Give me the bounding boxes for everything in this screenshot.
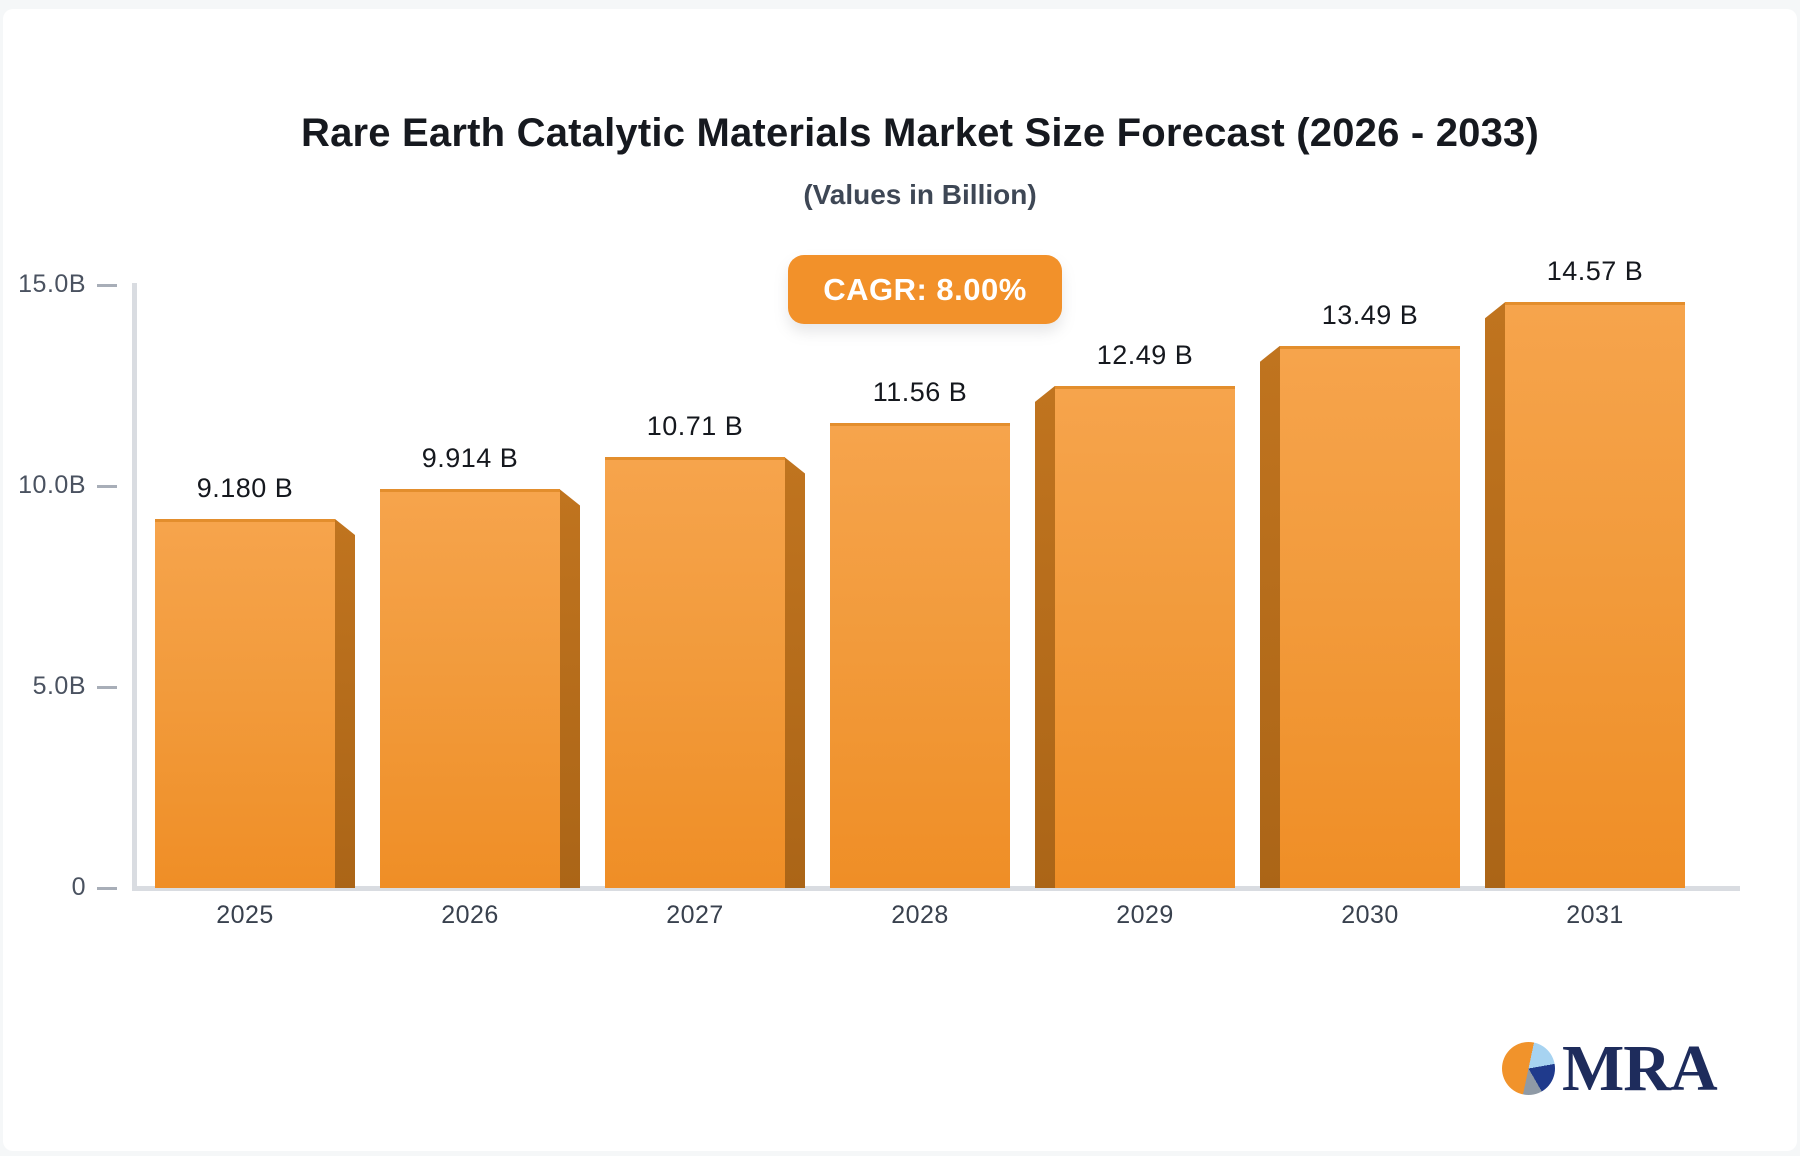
x-axis-label-2029: 2029: [1116, 901, 1174, 929]
bar-side-face: [1035, 385, 1055, 888]
bar-2029: [1055, 385, 1235, 888]
pie-chart-icon: [1502, 1041, 1555, 1095]
bar-side-face: [1485, 302, 1505, 888]
brand-logo: MRA: [1502, 1031, 1718, 1105]
chart-title: Rare Earth Catalytic Materials Market Si…: [300, 111, 1540, 155]
x-axis-label-2030: 2030: [1341, 901, 1399, 929]
bar-value-label: 11.56 B: [872, 377, 968, 408]
y-axis-label: 0: [71, 873, 86, 901]
x-axis-label-2027: 2027: [666, 901, 724, 929]
bar-2028: [830, 423, 1010, 888]
x-axis-label-2025: 2025: [216, 901, 274, 929]
bar-2025: [155, 518, 335, 888]
bar-value-label: 12.49 B: [1096, 339, 1194, 370]
y-axis-tick: [97, 484, 117, 488]
chart-subtitle: (Values in Billion): [803, 179, 1037, 210]
bar-value-label: 13.49 B: [1321, 299, 1419, 330]
y-axis-label: 10.0B: [18, 471, 86, 499]
y-axis-tick: [97, 685, 117, 689]
bar-value-label: 9.914 B: [421, 443, 519, 474]
bar-2030: [1280, 345, 1460, 888]
cagr-badge: CAGR: 8.00%: [788, 255, 1062, 324]
bar-2026: [380, 489, 560, 888]
bar-side-face: [560, 489, 580, 888]
bar-side-face: [335, 518, 355, 888]
x-axis-label-2026: 2026: [441, 901, 499, 929]
brand-logo-text: MRA: [1562, 1031, 1718, 1105]
x-axis-label-2028: 2028: [891, 901, 949, 929]
x-axis-label-2031: 2031: [1566, 901, 1624, 929]
y-axis-line: [132, 283, 137, 890]
bar-2027: [605, 457, 785, 888]
bar-side-face: [1260, 345, 1280, 888]
y-axis-tick: [97, 283, 117, 287]
y-axis-label: 5.0B: [32, 672, 86, 700]
bar-value-label: 10.71 B: [646, 411, 744, 442]
cagr-badge-label: CAGR: 8.00%: [823, 271, 1027, 307]
bar-value-label: 9.180 B: [196, 472, 294, 503]
x-axis-line: [132, 886, 1740, 891]
y-axis-label: 15.0B: [18, 270, 86, 298]
bar-value-label: 14.57 B: [1546, 256, 1644, 287]
bar-2031: [1505, 302, 1685, 888]
bar-side-face: [785, 457, 805, 888]
y-axis-tick: [97, 886, 117, 890]
